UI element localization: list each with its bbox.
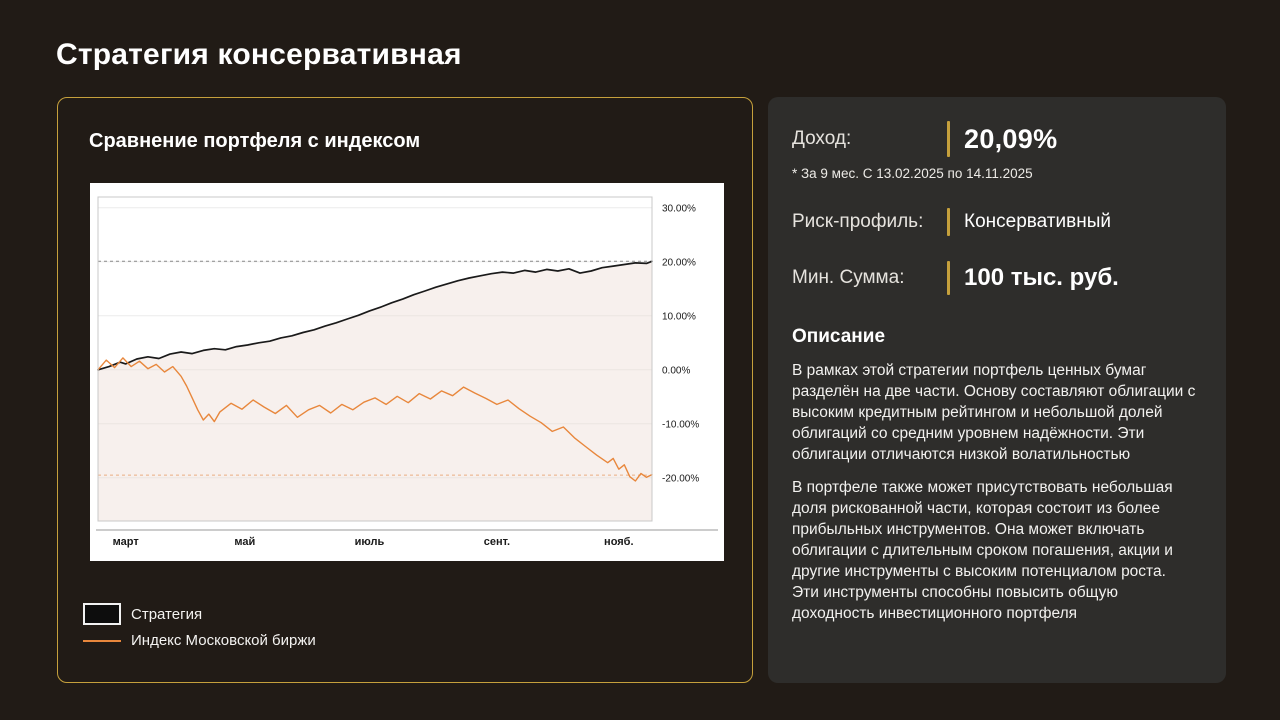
- page-title: Стратегия консервативная: [56, 38, 462, 71]
- svg-text:нояб.: нояб.: [604, 536, 634, 548]
- min-sum-value: 100 тыс. руб.: [964, 264, 1119, 291]
- risk-value: Консервативный: [964, 211, 1111, 232]
- svg-text:-10.00%: -10.00%: [662, 419, 699, 430]
- description-paragraph: В портфеле также может присутствовать не…: [792, 479, 1173, 622]
- gold-divider: [947, 261, 950, 295]
- chart-card: Сравнение портфеля с индексом 30.00% 20.0…: [57, 97, 753, 683]
- svg-text:30.00%: 30.00%: [662, 203, 696, 214]
- income-row: Доход: 20,09%: [792, 121, 1202, 157]
- income-value: 20,09%: [964, 123, 1058, 154]
- svg-text:сент.: сент.: [484, 536, 510, 548]
- risk-label: Риск-профиль:: [792, 211, 924, 232]
- svg-text:10.00%: 10.00%: [662, 311, 696, 322]
- income-label: Доход:: [792, 128, 852, 149]
- legend-item-strategy: Стратегия: [83, 603, 316, 625]
- min-sum-label: Мин. Сумма:: [792, 267, 905, 288]
- description-paragraph: В рамках этой стратегии портфель ценных …: [792, 362, 1196, 463]
- income-note: * За 9 мес. С 13.02.2025 по 14.11.2025: [792, 166, 1033, 181]
- svg-text:июль: июль: [355, 536, 385, 548]
- svg-text:20.00%: 20.00%: [662, 257, 696, 268]
- chart-card-heading: Сравнение портфеля с индексом: [89, 130, 421, 152]
- svg-text:март: март: [113, 536, 140, 548]
- strategy-swatch-icon: [83, 603, 121, 625]
- min-sum-row: Мин. Сумма: 100 тыс. руб.: [792, 261, 1202, 295]
- svg-text:май: май: [234, 536, 255, 548]
- description-title: Описание: [792, 326, 886, 347]
- svg-text:-20.00%: -20.00%: [662, 473, 699, 484]
- legend-item-index: Индекс Московской биржи: [83, 632, 316, 649]
- index-swatch-icon: [83, 639, 121, 642]
- chart-legend: Стратегия Индекс Московской биржи: [83, 603, 316, 656]
- comparison-chart-svg: 30.00% 20.00% 10.00% 0.00% -10.00% -20.00% мар…: [96, 196, 718, 548]
- strategy-info-card: Доход: 20,09% * За 9 мес. С 13.02.2025 п…: [768, 97, 1226, 683]
- gold-divider: [947, 208, 950, 236]
- legend-label-index: Индекс Московской биржи: [131, 632, 316, 649]
- svg-text:0.00%: 0.00%: [662, 365, 690, 376]
- legend-label-strategy: Стратегия: [131, 605, 203, 623]
- gold-divider: [947, 121, 950, 157]
- comparison-chart: 30.00% 20.00% 10.00% 0.00% -10.00% -20.00% мар…: [90, 183, 724, 561]
- risk-row: Риск-профиль: Консервативный: [792, 208, 1202, 236]
